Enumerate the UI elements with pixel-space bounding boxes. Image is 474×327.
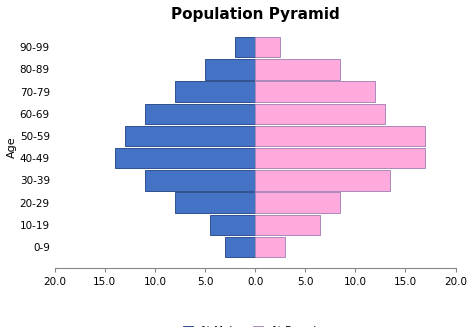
Bar — [255, 237, 285, 257]
Bar — [255, 37, 280, 57]
Bar — [255, 81, 375, 102]
Bar — [145, 170, 255, 191]
Bar — [210, 215, 255, 235]
Bar — [255, 148, 426, 168]
Bar — [255, 215, 320, 235]
Legend: % Males, % Females: % Males, % Females — [178, 322, 332, 327]
Bar — [145, 104, 255, 124]
Bar — [255, 170, 391, 191]
Bar — [255, 104, 385, 124]
Bar — [225, 237, 255, 257]
Y-axis label: Age: Age — [7, 136, 17, 158]
Bar — [175, 81, 255, 102]
Bar — [255, 59, 340, 79]
Bar — [255, 126, 426, 146]
Bar — [255, 192, 340, 213]
Title: Population Pyramid: Population Pyramid — [171, 7, 339, 22]
Bar — [175, 192, 255, 213]
Bar — [205, 59, 255, 79]
Bar — [235, 37, 255, 57]
Bar — [125, 126, 255, 146]
Bar — [115, 148, 255, 168]
